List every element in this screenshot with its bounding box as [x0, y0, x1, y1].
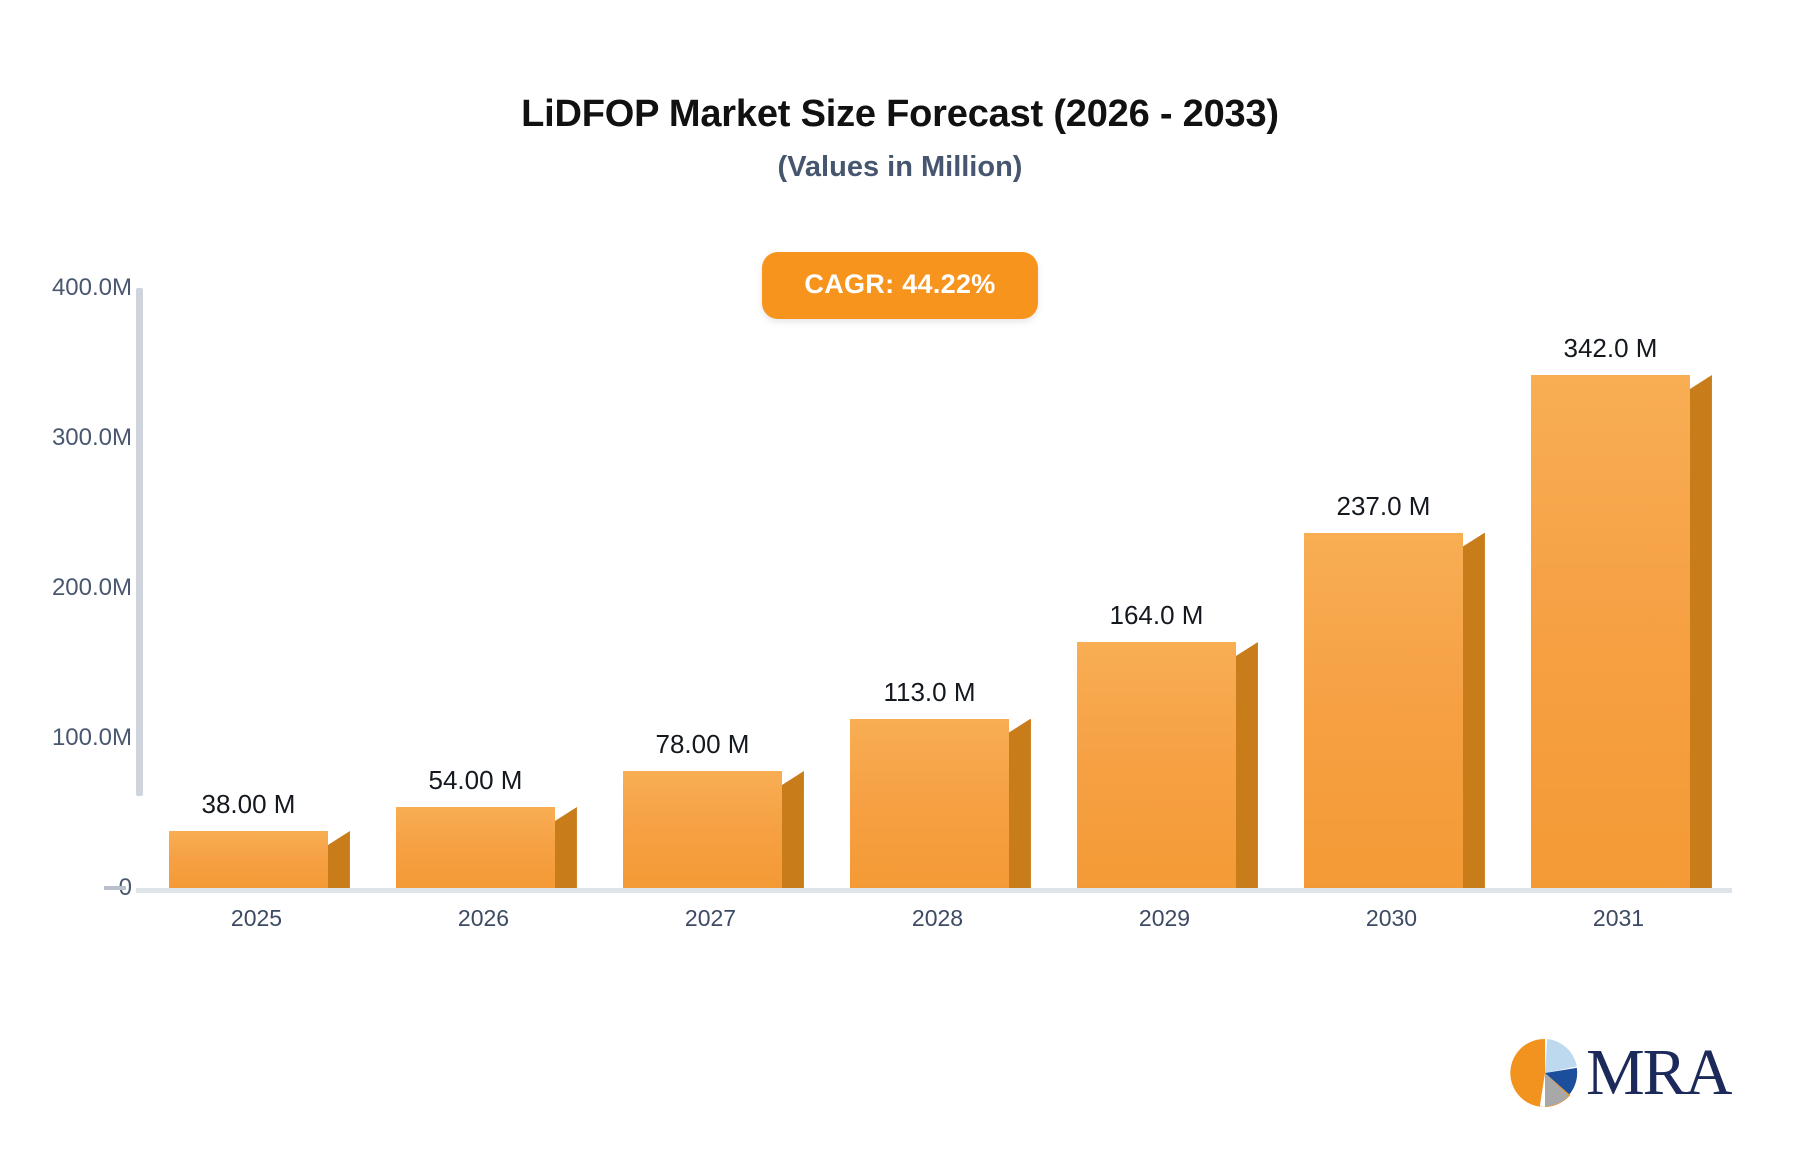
cagr-badge-container: CAGR: 44.22%	[0, 252, 1800, 319]
bar-value-label: 54.00 M	[428, 765, 523, 795]
chart-header: LiDFOP Market Size Forecast (2026 - 2033…	[0, 0, 1800, 184]
bar-side-face	[781, 771, 804, 888]
x-axis-tick-label-2030: 2030	[1365, 905, 1418, 931]
bar-slot: 113.0 M	[850, 288, 1031, 888]
bar-2028[interactable]: 113.0 M	[850, 677, 1031, 888]
y-axis-line	[136, 288, 143, 796]
x-axis-tick-label-2029: 2029	[1138, 905, 1191, 931]
bar-front-face	[169, 831, 328, 888]
bar-slot: 78.00 M	[623, 288, 804, 888]
y-axis-tick-mark	[104, 886, 126, 890]
bar-slot: 54.00 M	[396, 288, 577, 888]
bar-side-face	[554, 807, 577, 888]
bar-side-face	[1008, 718, 1031, 888]
bar-2025[interactable]: 38.00 M	[169, 789, 350, 888]
pie-chart-icon	[1510, 1038, 1580, 1108]
bar-slot: 164.0 M	[1077, 288, 1258, 888]
x-axis-tick-label-2027: 2027	[684, 905, 737, 931]
bar-side-face	[1689, 375, 1712, 888]
bar-value-label: 38.00 M	[201, 789, 296, 819]
bar-2030[interactable]: 237.0 M	[1304, 491, 1485, 888]
bar-front-face	[1304, 532, 1463, 888]
bar-value-label: 237.0 M	[1336, 490, 1431, 521]
bar-front-face	[623, 771, 782, 888]
bar-slot: 38.00 M	[169, 288, 350, 888]
bar-side-face	[1462, 532, 1485, 888]
x-axis-tick-label-2031: 2031	[1592, 905, 1645, 931]
bar-front-face	[1077, 642, 1236, 888]
bar-value-label: 78.00 M	[655, 729, 750, 759]
y-axis-tick-label: 100.0M	[51, 724, 132, 751]
logo-wordmark: MRA	[1586, 1036, 1732, 1109]
bar-slot: 342.0 M	[1531, 288, 1712, 888]
x-axis-tick-label-2028: 2028	[911, 905, 964, 931]
bar-2027[interactable]: 78.00 M	[623, 729, 804, 888]
bar-value-label: 113.0 M	[883, 676, 976, 707]
brand-logo: MRA	[1508, 1036, 1732, 1110]
bar-front-face	[850, 718, 1009, 888]
bar-series: 38.00 M 54.00 M 78.00 M 113.0 M 164.0 M 237.0…	[143, 288, 1732, 888]
bar-slot: 237.0 M	[1304, 288, 1485, 888]
chart-subtitle: (Values in Million)	[777, 150, 1023, 183]
cagr-badge: CAGR: 44.22%	[762, 252, 1038, 319]
bar-value-label: 164.0 M	[1109, 600, 1204, 630]
bar-2026[interactable]: 54.00 M	[396, 765, 577, 888]
x-axis-line	[136, 888, 1732, 893]
x-axis-tick-label-2026: 2026	[457, 905, 510, 931]
bar-2029[interactable]: 164.0 M	[1077, 600, 1258, 888]
bar-front-face	[1531, 375, 1690, 888]
bar-2031[interactable]: 342.0 M	[1531, 333, 1712, 888]
y-axis-tick-label: 300.0M	[51, 424, 132, 451]
bar-value-label: 342.0 M	[1563, 333, 1658, 363]
y-axis-tick-label: 200.0M	[51, 574, 132, 601]
x-axis-tick-label-2025: 2025	[230, 905, 283, 931]
page-title: LiDFOP Market Size Forecast (2026 - 2033…	[521, 93, 1279, 135]
bar-front-face	[396, 807, 555, 888]
y-axis-tick-label: 400.0M	[51, 274, 132, 301]
bar-side-face	[1235, 642, 1258, 888]
bar-side-face	[327, 831, 350, 888]
